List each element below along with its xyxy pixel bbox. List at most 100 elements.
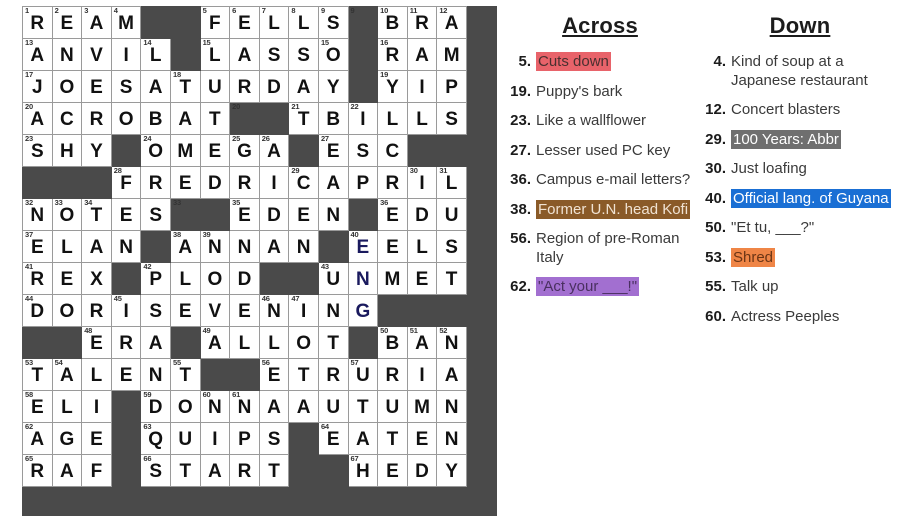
grid-cell[interactable]: V: [199, 294, 231, 327]
grid-cell[interactable]: 61 N: [229, 390, 260, 423]
grid-cell[interactable]: A: [199, 454, 231, 487]
grid-cell[interactable]: 23 S: [22, 134, 53, 167]
grid-cell[interactable]: A: [436, 358, 467, 391]
grid-cell[interactable]: 19 Y: [377, 70, 408, 103]
grid-cell[interactable]: R: [229, 70, 260, 103]
across-clue-36[interactable]: 36. Campus e-mail letters?: [505, 171, 695, 190]
grid-cell[interactable]: 59 D: [140, 390, 171, 423]
grid-cell[interactable]: L: [377, 102, 408, 135]
grid-cell[interactable]: 58 E: [22, 390, 53, 423]
grid-cell[interactable]: L: [406, 230, 438, 263]
grid-cell[interactable]: S: [436, 230, 467, 263]
grid-cell[interactable]: 39 N: [199, 230, 231, 263]
grid-cell[interactable]: 62 A: [22, 422, 53, 455]
grid-cell[interactable]: D: [258, 198, 290, 231]
grid-cell[interactable]: O: [51, 294, 83, 327]
grid-cell[interactable]: E: [377, 230, 408, 263]
grid-cell[interactable]: 10 B: [377, 6, 408, 39]
grid-cell[interactable]: 33 O: [51, 198, 83, 231]
grid-cell[interactable]: E: [169, 166, 201, 199]
grid-cell[interactable]: L: [81, 358, 112, 391]
grid-cell[interactable]: I: [110, 38, 142, 71]
grid-cell[interactable]: R: [110, 326, 142, 359]
grid-cell[interactable]: N: [436, 390, 467, 423]
grid-cell[interactable]: 48 E: [81, 326, 112, 359]
grid-cell[interactable]: 47 I: [288, 294, 319, 327]
grid-cell[interactable]: U: [317, 390, 349, 423]
grid-cell[interactable]: 41 R: [22, 262, 53, 295]
grid-cell[interactable]: 60 N: [199, 390, 231, 423]
grid-cell[interactable]: 18 T: [169, 70, 201, 103]
grid-cell[interactable]: O: [199, 262, 231, 295]
grid-cell[interactable]: 16 R: [377, 38, 408, 71]
grid-cell[interactable]: N: [110, 230, 142, 263]
grid-cell[interactable]: L: [258, 326, 290, 359]
grid-cell[interactable]: C: [51, 102, 83, 135]
grid-cell[interactable]: N: [317, 198, 349, 231]
grid-cell[interactable]: 43 U: [317, 262, 349, 295]
grid-cell[interactable]: R: [377, 358, 408, 391]
grid-cell[interactable]: B: [317, 102, 349, 135]
grid-cell[interactable]: T: [347, 390, 379, 423]
grid-cell[interactable]: U: [169, 422, 201, 455]
grid-cell[interactable]: 44 D: [22, 294, 53, 327]
grid-cell[interactable]: 15 L: [199, 38, 231, 71]
grid-cell[interactable]: R: [140, 166, 171, 199]
grid-cell[interactable]: O: [51, 70, 83, 103]
grid-cell[interactable]: O: [110, 102, 142, 135]
grid-cell[interactable]: R: [377, 166, 408, 199]
grid-cell[interactable]: T: [199, 102, 231, 135]
grid-cell[interactable]: S: [258, 422, 290, 455]
grid-cell[interactable]: 53 T: [22, 358, 53, 391]
grid-cell[interactable]: Y: [436, 454, 467, 487]
grid-cell[interactable]: 63 Q: [140, 422, 171, 455]
grid-cell[interactable]: E: [81, 422, 112, 455]
grid-cell[interactable]: 30 I: [406, 166, 438, 199]
grid-cell[interactable]: A: [51, 454, 83, 487]
grid-cell[interactable]: E: [377, 454, 408, 487]
across-clue-27[interactable]: 27. Lesser used PC key: [505, 142, 695, 161]
down-clue-30[interactable]: 30. Just loafing: [700, 160, 900, 179]
grid-cell[interactable]: D: [229, 262, 260, 295]
grid-cell[interactable]: 67 H: [347, 454, 379, 487]
grid-cell[interactable]: T: [317, 326, 349, 359]
grid-cell[interactable]: S: [288, 38, 319, 71]
grid-cell[interactable]: 51 A: [406, 326, 438, 359]
grid-cell[interactable]: 37 E: [22, 230, 53, 263]
grid-cell[interactable]: D: [406, 454, 438, 487]
across-clue-23[interactable]: 23. Like a wallflower: [505, 112, 695, 131]
grid-cell[interactable]: A: [258, 230, 290, 263]
grid-cell[interactable]: A: [317, 166, 349, 199]
grid-cell[interactable]: E: [406, 262, 438, 295]
grid-cell[interactable]: G: [347, 294, 379, 327]
crossword-grid[interactable]: 1 R 2 E 3 A 4 M 5 F 6 E 7 L 8 L 9 S 9 10 B 11 R 12 A 13 A N V I 14 L 15 L…: [22, 6, 497, 516]
grid-cell[interactable]: 42 P: [140, 262, 171, 295]
grid-cell[interactable]: L: [406, 102, 438, 135]
grid-cell[interactable]: P: [229, 422, 260, 455]
grid-cell[interactable]: N: [317, 294, 349, 327]
grid-cell[interactable]: P: [436, 70, 467, 103]
grid-cell[interactable]: 20 A: [22, 102, 53, 135]
grid-cell[interactable]: 56 E: [258, 358, 290, 391]
grid-cell[interactable]: T: [258, 454, 290, 487]
down-clue-40[interactable]: 40. Official lang. of Guyana: [700, 188, 900, 209]
grid-cell[interactable]: A: [140, 326, 171, 359]
grid-cell[interactable]: E: [229, 294, 260, 327]
grid-cell[interactable]: 17 J: [22, 70, 53, 103]
across-clue-19[interactable]: 19. Puppy's bark: [505, 83, 695, 102]
grid-cell[interactable]: T: [169, 454, 201, 487]
grid-cell[interactable]: T: [436, 262, 467, 295]
down-clue-50[interactable]: 50. "Et tu, ___?": [700, 219, 900, 238]
grid-cell[interactable]: A: [406, 38, 438, 71]
grid-cell[interactable]: I: [406, 358, 438, 391]
grid-cell[interactable]: C: [377, 134, 408, 167]
grid-cell[interactable]: 26 A: [258, 134, 290, 167]
grid-cell[interactable]: A: [140, 70, 171, 103]
grid-cell[interactable]: 35 E: [229, 198, 260, 231]
grid-cell[interactable]: 12 A: [436, 6, 467, 39]
